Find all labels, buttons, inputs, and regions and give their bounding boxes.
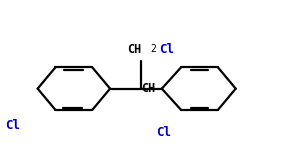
Text: Cl: Cl bbox=[156, 126, 171, 139]
Text: 2: 2 bbox=[150, 44, 156, 54]
Text: Cl: Cl bbox=[5, 119, 20, 132]
Text: CH: CH bbox=[127, 43, 141, 56]
Text: CH: CH bbox=[141, 82, 155, 95]
Text: Cl: Cl bbox=[159, 43, 174, 56]
